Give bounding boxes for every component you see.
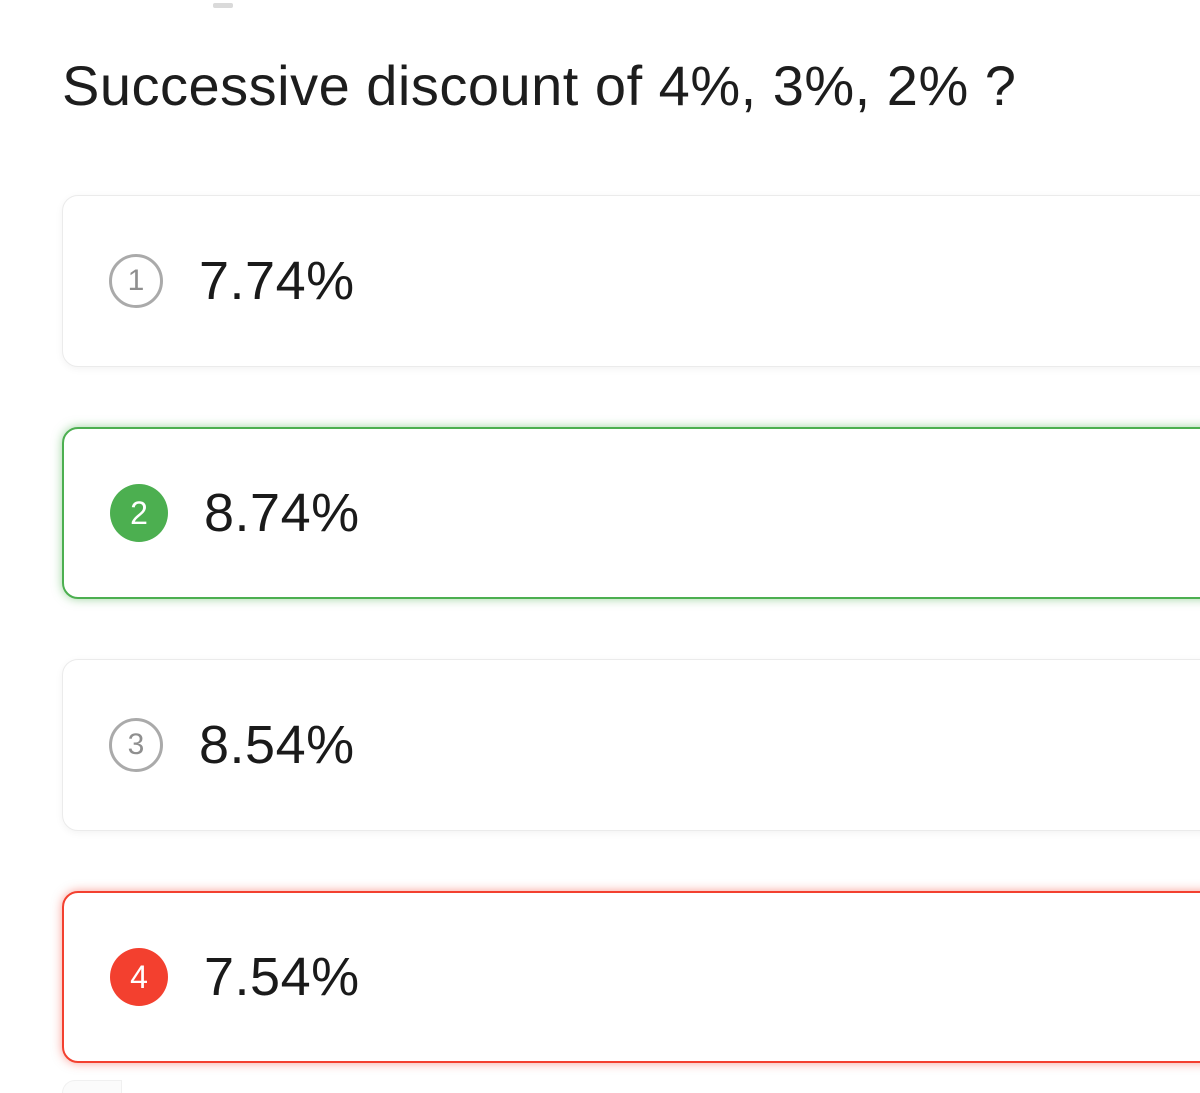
option-number-badge: 2 [110,484,168,543]
answer-option-3[interactable]: 3 8.54% [62,659,1200,832]
option-label: 8.74% [204,483,360,544]
option-number-badge: 1 [109,254,163,309]
quiz-page: Successive discount of 4%, 3%, 2% ? 1 7.… [0,3,1200,1093]
answer-option-4-incorrect[interactable]: 4 7.54% [62,891,1200,1064]
option-label: 7.74% [199,251,355,312]
option-label: 7.54% [204,947,360,1008]
answer-option-2-correct[interactable]: 2 8.74% [62,427,1200,600]
option-number-badge: 4 [110,948,168,1007]
option-label: 8.54% [199,715,355,776]
option-number-badge: 3 [109,718,163,773]
cropped-content-artifact-top [213,3,233,8]
question-title: Successive discount of 4%, 3%, 2% ? [62,54,1017,117]
answer-option-1[interactable]: 1 7.74% [62,195,1200,368]
next-card-edge-artifact [62,1080,122,1093]
answer-options-list: 1 7.74% 2 8.74% 3 8.54% 4 7.54% [0,195,1200,1064]
